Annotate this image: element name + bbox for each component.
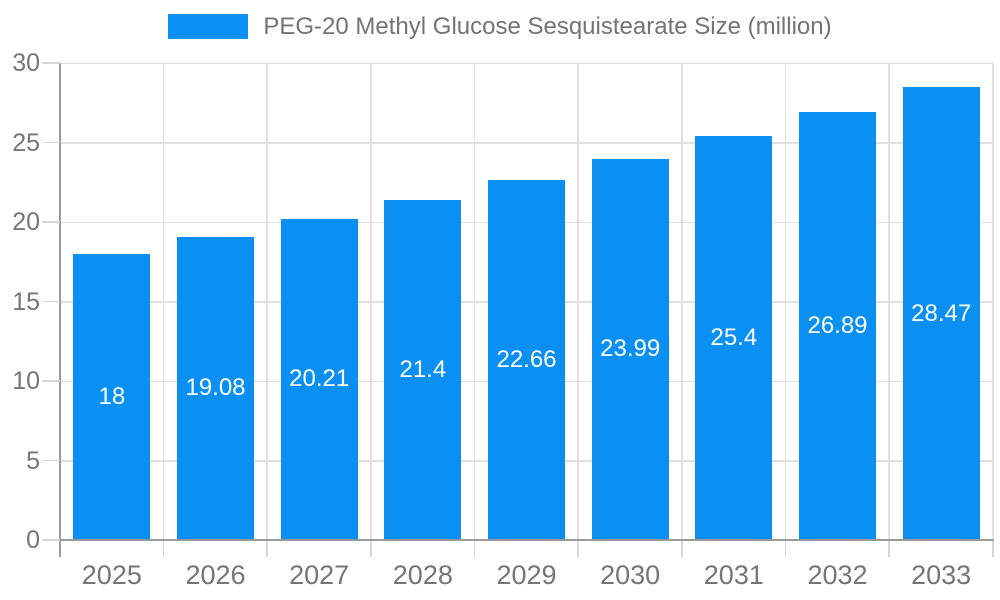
legend[interactable]: PEG-20 Methyl Glucose Sesquistearate Siz… [0, 14, 1000, 39]
bar: 19.08 [177, 236, 254, 540]
x-axis-tick-label: 2026 [185, 560, 246, 590]
x-axis-tick-label: 2031 [703, 560, 764, 590]
x-axis-tick-label: 2028 [392, 560, 453, 590]
x-axis-line [59, 539, 994, 541]
x-axis-tick-label: 2025 [81, 560, 142, 590]
x-axis-tick-label: 2029 [496, 560, 557, 590]
legend-label: PEG-20 Methyl Glucose Sesquistearate Siz… [263, 13, 832, 40]
gridline-horizontal [60, 62, 993, 64]
x-axis-tick [266, 541, 268, 557]
y-axis-tick [42, 300, 60, 302]
x-axis-tick [473, 541, 476, 557]
bar: 23.99 [591, 158, 669, 540]
gridline-vertical [888, 63, 890, 540]
gridline-vertical [473, 63, 476, 540]
y-axis-line [59, 63, 61, 557]
legend-swatch[interactable] [168, 14, 249, 39]
x-axis-tick-label: 2032 [807, 560, 868, 590]
bar: 26.89 [799, 112, 876, 540]
x-axis-tick [370, 541, 372, 557]
gridline-vertical [370, 63, 372, 540]
bar-value-label: 18 [98, 382, 126, 410]
x-axis-tick [577, 541, 579, 557]
y-axis-tick-label: 5 [26, 446, 40, 475]
y-axis-tick [42, 62, 60, 64]
plot-area: 18 19.08 20.21 21.4 22.66 23.99 25.4 26.89 28.47 [60, 62, 994, 540]
x-axis-tick [992, 541, 994, 557]
x-axis-tick [784, 541, 787, 557]
bar-value-label: 26.89 [807, 312, 868, 340]
y-axis-tick-label: 10 [12, 367, 40, 395]
gridline-vertical [266, 63, 268, 540]
bar: 28.47 [902, 87, 980, 540]
bar-value-label: 25.4 [710, 324, 758, 352]
y-axis-tick [42, 539, 60, 541]
x-axis-tick-label: 2033 [911, 560, 972, 590]
bar: 25.4 [695, 136, 773, 540]
gridline-horizontal [60, 142, 993, 144]
gridline-vertical [681, 63, 683, 540]
bar-value-label: 28.47 [911, 299, 972, 327]
gridline-vertical [992, 63, 994, 540]
y-axis-tick [42, 380, 60, 382]
x-axis-tick-label: 2030 [600, 560, 661, 590]
x-axis-tick-label: 2027 [289, 560, 350, 590]
y-axis-tick-label: 0 [26, 526, 40, 554]
y-axis-tick [42, 141, 60, 143]
x-axis-tick [888, 541, 890, 557]
bar: 18 [73, 253, 151, 540]
bar: 20.21 [280, 218, 358, 540]
gridline-vertical [784, 63, 787, 540]
x-axis-tick [681, 541, 683, 557]
y-axis-tick-label: 25 [12, 128, 40, 157]
y-axis-tick-label: 20 [12, 208, 40, 236]
bar-value-label: 20.21 [289, 365, 350, 393]
bar-value-label: 23.99 [600, 335, 661, 363]
bar: 21.4 [384, 199, 462, 540]
y-axis-tick-label: 15 [12, 287, 40, 316]
y-axis-tick-label: 30 [12, 49, 40, 77]
y-axis-tick [42, 221, 60, 223]
x-axis-tick [162, 541, 165, 557]
bar-value-label: 21.4 [399, 355, 447, 383]
bar-value-label: 19.08 [185, 374, 246, 402]
bar-value-label: 22.66 [496, 345, 557, 373]
gridline-vertical [577, 63, 579, 540]
gridline-vertical [162, 63, 165, 540]
y-axis-tick [42, 459, 60, 461]
bar: 22.66 [488, 179, 565, 540]
